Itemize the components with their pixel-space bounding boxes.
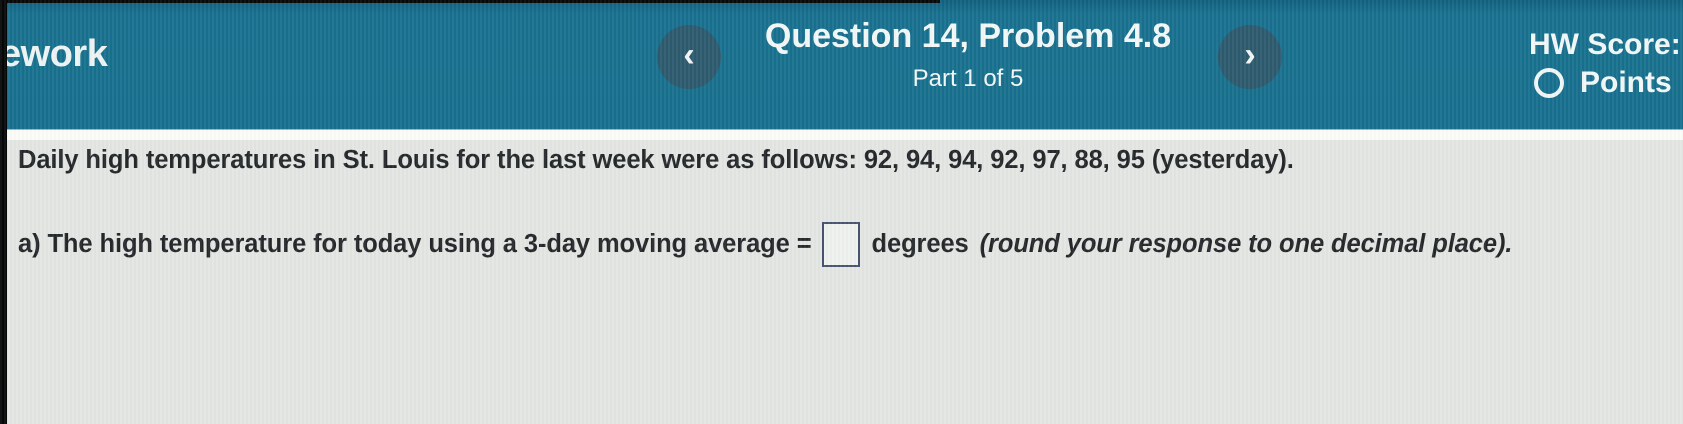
question-content-area: Daily high temperatures in St. Louis for… [0,140,1683,424]
hw-score-label: HW Score: [1529,28,1681,61]
points-label: Points [1580,66,1672,99]
next-question-button[interactable]: › [1218,25,1282,89]
screen-left-edge [0,0,7,424]
part-a-line: a) The high temperature for today using … [18,220,1512,268]
rounding-instruction: (round your response to one decimal plac… [979,229,1513,258]
previous-question-button[interactable]: ‹ [657,25,721,89]
chevron-right-icon: › [1244,36,1256,74]
header-bar: ework ‹ Question 14, Problem 4.8 Part 1 … [0,0,1683,129]
screen-top-edge [0,0,940,3]
part-a-prefix: a) The high temperature for today using … [18,229,812,258]
question-header: Question 14, Problem 4.8 Part 1 of 5 [740,17,1196,93]
assignment-title: ework [0,33,108,75]
question-part-indicator: Part 1 of 5 [912,65,1024,92]
question-statement: Daily high temperatures in St. Louis for… [18,146,1294,174]
answer-input[interactable] [821,221,860,267]
question-title: Question 14, Problem 4.8 [764,17,1172,55]
header-content-divider [0,129,1683,140]
answer-unit-label: degrees [871,229,969,258]
chevron-left-icon: ‹ [683,36,695,74]
radio-circle-icon [1534,68,1564,98]
points-row: Points [1534,66,1672,100]
